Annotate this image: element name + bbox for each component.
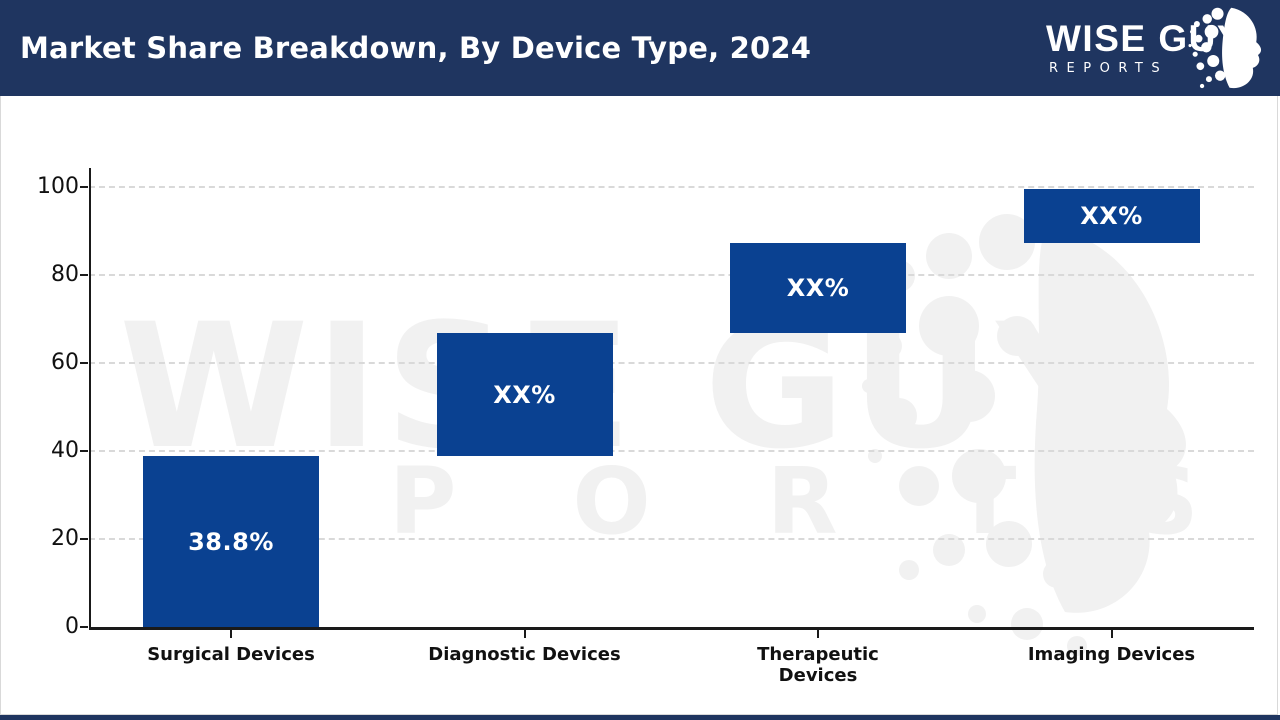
bar: 38.8%	[143, 456, 319, 627]
y-tick-label: 40	[51, 438, 79, 463]
y-axis-tick	[80, 186, 88, 188]
y-axis-tick	[80, 626, 88, 628]
x-axis-tick	[1110, 630, 1113, 638]
x-axis-tick	[817, 630, 819, 638]
y-gridline	[89, 450, 1254, 452]
y-tick-label: 100	[37, 174, 79, 199]
y-axis-tick	[80, 274, 88, 276]
y-gridline	[89, 362, 1254, 364]
x-category-label: Surgical Devices	[147, 644, 315, 665]
dotted-head-profile-icon	[1188, 7, 1262, 89]
bar-value-label: XX%	[1080, 202, 1143, 231]
x-axis-line	[89, 627, 1254, 630]
x-axis-tick	[523, 630, 526, 638]
watermark-dotted-head-icon	[862, 214, 1186, 656]
bar: XX%	[436, 333, 613, 457]
bar-value-label: XX%	[786, 273, 850, 302]
y-tick-label: 80	[51, 262, 79, 287]
wiseguy-logo: WISE GUY REPORTS	[1016, 6, 1266, 92]
y-gridline	[89, 186, 1254, 188]
y-tick-label: 60	[51, 350, 79, 375]
y-gridline	[89, 274, 1254, 276]
x-category-label: Therapeutic Devices	[757, 644, 879, 686]
y-axis-line	[89, 168, 91, 629]
page-title: Market Share Breakdown, By Device Type, …	[20, 31, 812, 65]
y-tick-label: 0	[65, 614, 79, 639]
y-axis-tick	[80, 362, 88, 364]
bar-value-label: XX%	[493, 380, 556, 409]
bar-value-label: 38.8%	[188, 527, 274, 556]
bar: XX%	[730, 242, 906, 334]
y-tick-label: 20	[51, 526, 79, 551]
x-category-label: Diagnostic Devices	[428, 644, 621, 665]
x-category-label: Imaging Devices	[1027, 644, 1196, 665]
chart-area: WISE GUY P O R T S 0 20 40 60 80 100 38.8% XX% X…	[0, 96, 1278, 715]
x-axis-tick	[230, 630, 232, 638]
logo-subtitle: REPORTS	[1049, 61, 1169, 76]
y-gridline	[89, 538, 1254, 540]
bar: XX%	[1023, 189, 1200, 243]
header-bar: Market Share Breakdown, By Device Type, …	[0, 0, 1280, 96]
y-axis-tick	[80, 538, 88, 540]
y-axis-tick	[80, 450, 88, 452]
footer-accent-bar	[0, 715, 1280, 720]
